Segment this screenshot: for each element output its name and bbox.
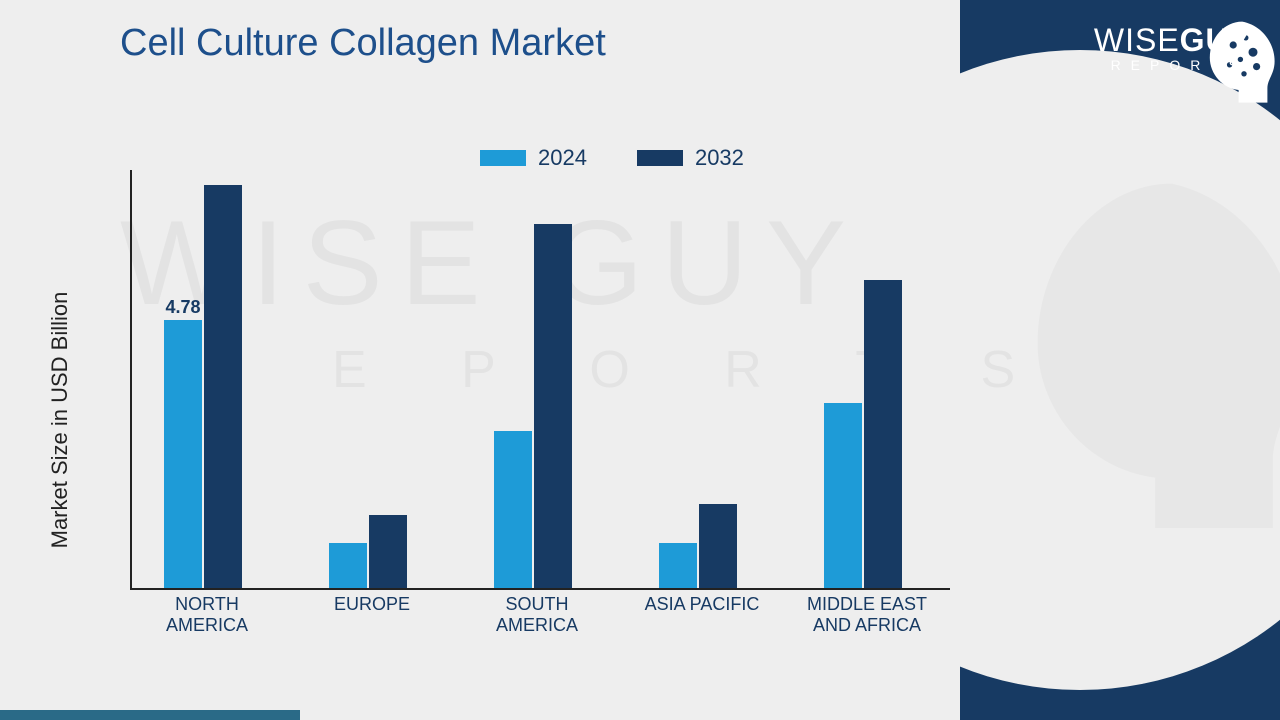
legend-label-2024: 2024 [538,145,587,171]
bar [204,185,242,588]
chart-area: Market Size in USD Billion 4.78NORTH AME… [60,140,980,700]
plot-region: 4.78NORTH AMERICAEUROPESOUTH AMERICAASIA… [130,170,950,590]
bar-value-label: 4.78 [165,297,200,320]
logo-line2: REPORTS [1094,57,1252,73]
chart-title: Cell Culture Collagen Market [120,22,606,65]
legend-item-2032: 2032 [637,145,744,171]
legend-swatch-2032 [637,150,683,166]
logo-line1: WISEGUY [1094,22,1252,59]
x-axis-category-label: NORTH AMERICA [137,588,277,635]
bottom-accent-bar [0,710,300,720]
bar [494,431,532,588]
bar [329,543,367,588]
y-axis-label: Market Size in USD Billion [47,292,73,549]
legend-item-2024: 2024 [480,145,587,171]
bar [369,515,407,588]
bar: 4.78 [164,320,202,588]
legend-label-2032: 2032 [695,145,744,171]
chart-legend: 2024 2032 [480,145,744,171]
x-axis-category-label: MIDDLE EAST AND AFRICA [797,588,937,635]
brand-logo: WISEGUY REPORTS [1094,22,1252,73]
logo-word-guy: GUY [1180,22,1252,58]
bar [699,504,737,588]
bar [864,280,902,588]
bar [659,543,697,588]
bar [534,224,572,588]
logo-word-wise: WISE [1094,22,1180,58]
x-axis-category-label: ASIA PACIFIC [632,588,772,615]
legend-swatch-2024 [480,150,526,166]
bar [824,403,862,588]
x-axis-category-label: EUROPE [302,588,442,615]
x-axis-category-label: SOUTH AMERICA [467,588,607,635]
